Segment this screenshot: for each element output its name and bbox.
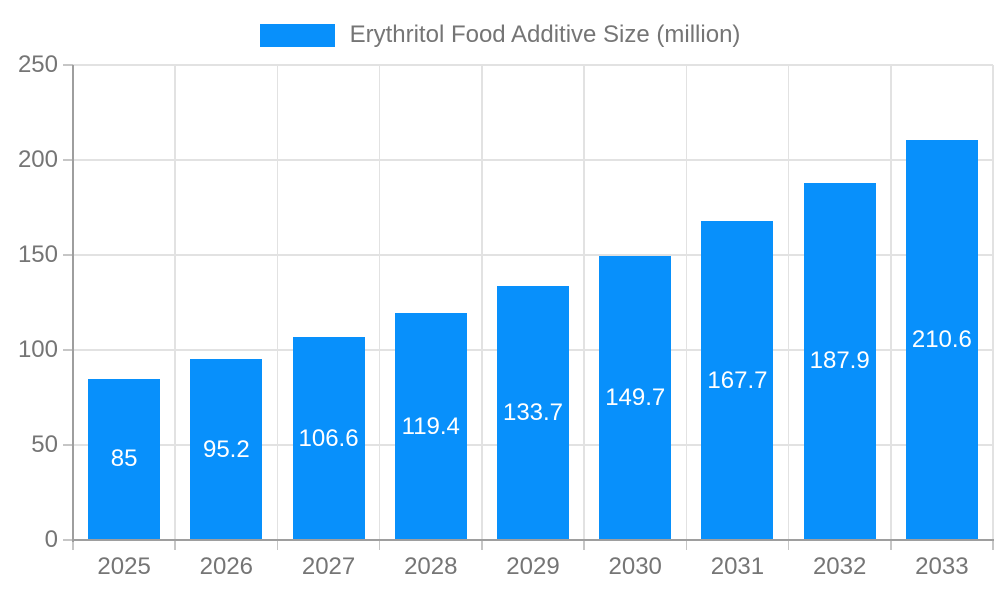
bar-value-label: 95.2: [202, 435, 250, 463]
gridline-vertical: [481, 65, 483, 540]
bar-value-label: 133.7: [502, 398, 564, 426]
bar-2030[interactable]: [599, 255, 672, 540]
x-axis-tick: [992, 540, 994, 550]
y-axis-label: 100: [17, 336, 58, 363]
gridline-horizontal: [73, 159, 993, 161]
x-axis-label-2027: 2027: [301, 553, 356, 580]
gridline-vertical: [583, 65, 585, 540]
bar-2032[interactable]: [803, 182, 876, 540]
bar-2033[interactable]: [905, 139, 978, 540]
x-axis-tick: [787, 540, 790, 550]
gridline-vertical: [276, 65, 279, 540]
y-axis-tick: [63, 349, 73, 351]
bar-2031[interactable]: [701, 221, 774, 540]
x-axis-tick: [378, 540, 381, 550]
bar-value-label: 210.6: [911, 325, 972, 353]
bar-2025[interactable]: [88, 378, 161, 540]
chart-legend[interactable]: Erythritol Food Additive Size (million): [0, 21, 1000, 49]
y-axis-tick: [63, 539, 73, 541]
bar-value-label: 149.7: [605, 383, 666, 411]
x-axis-label-2031: 2031: [710, 553, 765, 580]
y-axis-tick: [63, 64, 73, 66]
gridline-horizontal: [73, 64, 993, 66]
x-axis-label-2025: 2025: [97, 553, 151, 580]
gridline-vertical: [787, 65, 790, 540]
legend-swatch: [259, 23, 335, 47]
x-axis-label-2029: 2029: [506, 553, 560, 580]
bar-value-label: 119.4: [401, 412, 460, 440]
gridline-vertical: [174, 65, 176, 540]
gridline-vertical: [992, 65, 994, 540]
y-axis-label: 50: [31, 431, 58, 458]
y-axis-tick: [63, 444, 73, 446]
bar-2027[interactable]: [292, 337, 365, 540]
gridline-vertical: [378, 65, 381, 540]
x-axis-label-2026: 2026: [199, 553, 254, 580]
x-axis-tick: [583, 540, 585, 550]
bar-2026[interactable]: [190, 359, 263, 540]
y-axis-label: 250: [17, 51, 58, 78]
bar-value-label: 187.9: [809, 347, 870, 375]
y-axis-label: 150: [17, 241, 58, 268]
x-axis-tick: [174, 540, 176, 550]
bar-value-label: 85: [110, 445, 138, 473]
x-axis-line: [72, 539, 994, 541]
y-axis-label: 0: [44, 526, 58, 553]
x-axis-tick: [481, 540, 483, 550]
y-axis-tick: [63, 254, 73, 256]
x-axis-label-2033: 2033: [915, 553, 969, 580]
y-axis-line: [72, 65, 74, 542]
x-axis-tick: [685, 540, 688, 550]
bar-2028[interactable]: [394, 313, 467, 540]
y-axis-tick: [63, 159, 73, 161]
x-axis-label-2028: 2028: [404, 553, 458, 580]
gridline-vertical: [890, 65, 892, 540]
x-axis-label-2032: 2032: [812, 553, 867, 580]
gridline-vertical: [685, 65, 688, 540]
bar-2029[interactable]: [497, 285, 569, 540]
bar-value-label: 106.6: [298, 424, 359, 452]
gridline-horizontal: [73, 254, 993, 256]
x-axis-label-2030: 2030: [608, 553, 662, 580]
bar-value-label: 167.7: [707, 366, 768, 394]
y-axis-label: 200: [17, 146, 58, 173]
x-axis-tick: [276, 540, 279, 550]
legend-label: Erythritol Food Additive Size (million): [349, 21, 741, 48]
x-axis-tick: [890, 540, 892, 550]
x-axis-tick: [72, 540, 74, 550]
